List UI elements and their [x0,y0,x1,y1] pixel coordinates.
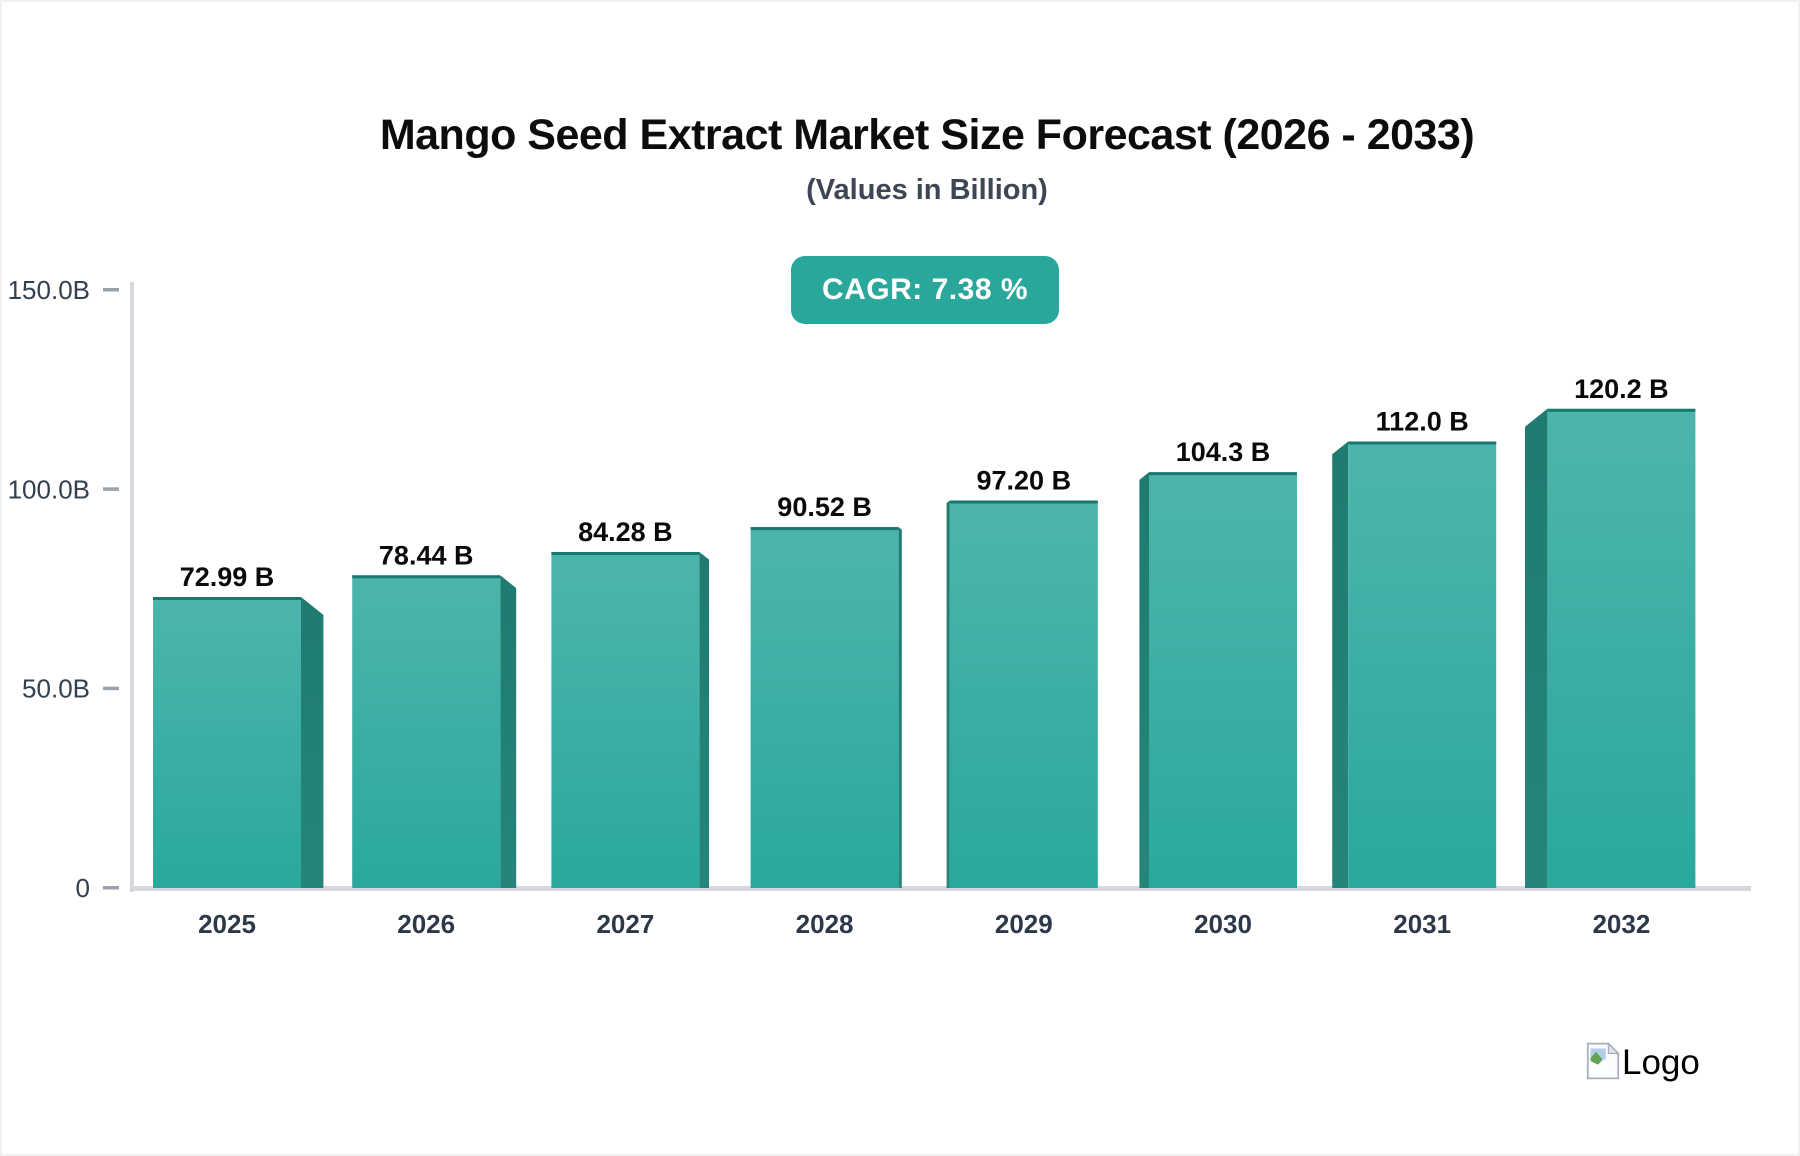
x-axis-tick-label: 2030 [1194,909,1252,939]
bar-2029[interactable] [949,500,1098,888]
y-tick-mark [103,686,119,691]
bar-top-edge [352,575,501,579]
y-tick-mark [103,487,119,491]
bar-2032[interactable] [1547,408,1696,888]
x-axis-tick-label: 2032 [1592,909,1650,939]
bar-top-edge [1547,408,1696,412]
bar-2030[interactable] [1149,472,1297,888]
y-axis-tick-label: 0 [76,873,90,903]
bar-side-face [699,552,709,888]
bar-2027[interactable] [551,552,700,888]
bar-side-face [1332,441,1349,888]
x-axis-tick-label: 2029 [995,909,1053,939]
bar-side-face [301,597,324,888]
bar-top-edge [949,500,1098,504]
bar-2031[interactable] [1348,441,1497,888]
bar-value-label: 97.20 B [977,465,1072,495]
bar-top-edge [551,552,700,556]
x-axis-line [130,886,1751,891]
bar-side-face [946,500,950,888]
x-axis-tick-label: 2031 [1393,909,1451,939]
bar-value-label: 112.0 B [1376,406,1469,436]
y-tick-mark [103,886,119,890]
bar-value-label: 72.99 B [180,562,275,592]
bar-value-label: 84.28 B [578,517,673,547]
bar-value-label: 120.2 B [1574,374,1669,404]
x-axis-tick-label: 2028 [796,909,854,939]
bar-side-face [500,575,517,888]
bar-value-label: 104.3 B [1176,437,1271,467]
bar-2026[interactable] [352,575,501,888]
y-tick-mark [103,288,119,292]
cagr-badge: CAGR: 7.38 % [791,256,1059,324]
y-axis-tick-label: 50.0B [22,674,90,704]
bar-top-edge [153,597,301,601]
bar-value-label: 90.52 B [777,492,872,522]
bar-2025[interactable] [153,597,301,888]
y-axis-line [130,282,134,892]
bar-top-edge [1149,472,1297,476]
bar-side-face [1139,472,1149,888]
logo-block: Logo [1585,1042,1700,1080]
bar-side-face [898,527,902,888]
x-axis-tick-label: 2027 [596,909,654,939]
icon-mountain [1590,1051,1603,1065]
x-axis-tick-label: 2025 [198,909,256,939]
broken-image-icon [1586,1042,1620,1080]
bar-top-edge [1348,441,1497,445]
y-axis-tick-label: 100.0B [8,474,90,504]
y-axis-tick-label: 150.0B [8,275,90,305]
cagr-badge-label: CAGR: 7.38 % [821,273,1029,306]
logo-alt-text: Logo [1622,1043,1700,1082]
bar-side-face [1525,408,1548,888]
x-axis-tick-label: 2026 [397,909,455,939]
bar-2028[interactable] [750,527,899,888]
bar-top-edge [750,527,899,531]
bar-value-label: 78.44 B [379,540,474,570]
